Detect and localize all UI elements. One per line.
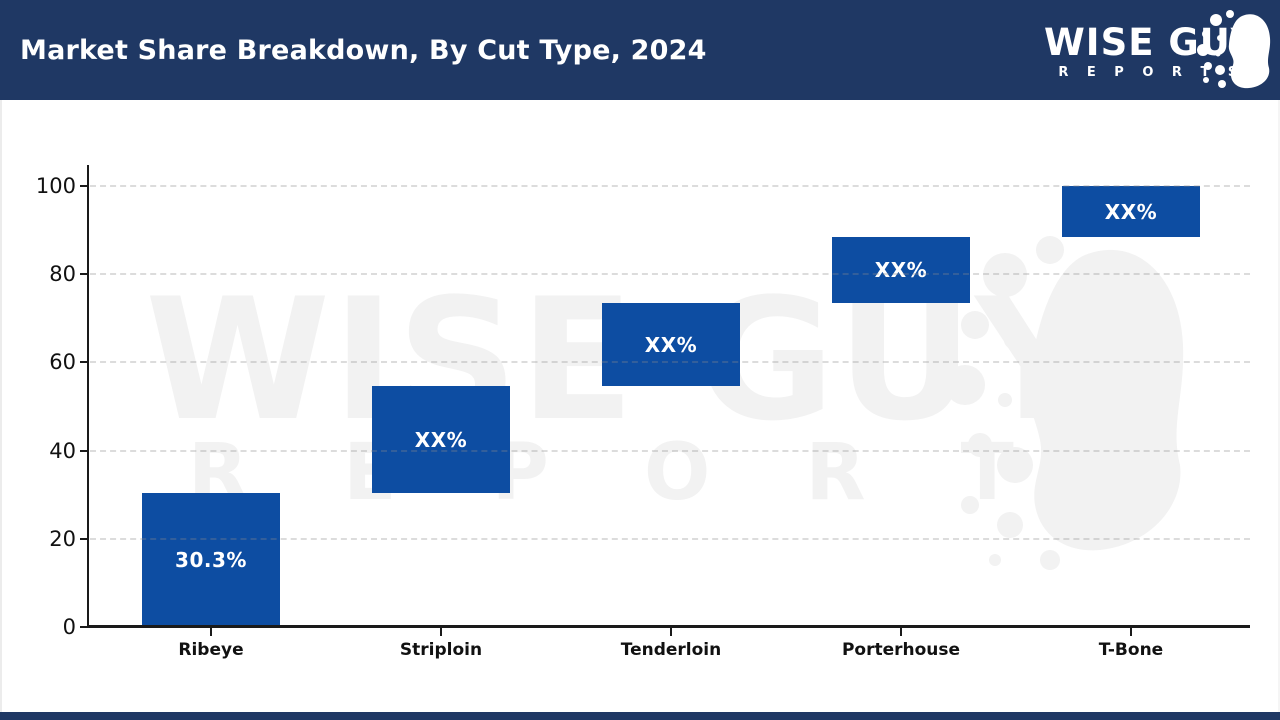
brand-head-icon (1197, 10, 1271, 89)
brand-name: WISE GUY (1044, 21, 1259, 64)
gridline-20 (90, 537, 1250, 540)
x-tick-label-porterhouse: Porterhouse (841, 640, 961, 660)
header-bar: Market Share Breakdown, By Cut Type, 202… (0, 0, 1280, 100)
x-tick-label-tenderloin: Tenderloin (620, 640, 722, 660)
y-tick-mark-100 (80, 185, 88, 187)
gridline-60 (90, 361, 1250, 364)
bar-striploin: XX% (372, 386, 510, 494)
y-axis-line (87, 165, 89, 628)
right-edge-divider (1278, 100, 1280, 712)
bar-porterhouse: XX% (832, 237, 970, 303)
x-tick-mark-striploin (440, 628, 442, 636)
bar-value-label: XX% (1104, 199, 1158, 224)
y-tick-label-40: 40 (49, 438, 76, 463)
bar-value-label: XX% (874, 257, 928, 282)
bar-value-label: 30.3% (175, 548, 247, 573)
bar-value-label: XX% (414, 427, 468, 452)
brand-subtitle: R E P O R T S (1058, 65, 1245, 80)
y-tick-label-0: 0 (62, 615, 76, 639)
footer-bar (0, 712, 1280, 720)
y-tick-label-100: 100 (35, 174, 76, 198)
y-tick-mark-60 (80, 361, 88, 364)
x-tick-label-ribeye: Ribeye (178, 640, 244, 660)
gridline-40 (90, 449, 1250, 452)
brand-logo: WISE GUY R E P O R T S (1016, 6, 1271, 94)
page-title: Market Share Breakdown, By Cut Type, 202… (20, 34, 707, 66)
bar-value-label: XX% (644, 332, 698, 357)
x-tick-mark-porterhouse (900, 628, 902, 636)
bar-tenderloin: XX% (602, 302, 740, 387)
x-tick-label-striploin: Striploin (399, 640, 483, 660)
gridline-100 (90, 185, 1250, 187)
x-tick-mark-ribeye (210, 628, 212, 636)
watermark-head-dots-icon (945, 236, 1184, 570)
y-tick-label-60: 60 (49, 350, 76, 375)
y-tick-mark-0 (80, 626, 88, 628)
left-edge-divider (0, 100, 2, 712)
x-axis-line (88, 625, 1250, 628)
y-tick-mark-80 (80, 273, 88, 276)
bar-ribeye: 30.3% (142, 493, 280, 627)
y-tick-mark-20 (80, 537, 88, 540)
y-tick-label-80: 80 (49, 262, 76, 287)
brand-logo-text: WISE GUY R E P O R T S (1044, 24, 1259, 80)
bar-t-bone: XX% (1062, 186, 1200, 238)
gridline-80 (90, 273, 1250, 276)
x-tick-mark-t-bone (1130, 628, 1132, 636)
y-tick-mark-40 (80, 449, 88, 452)
x-tick-mark-tenderloin (670, 628, 672, 636)
y-tick-label-20: 20 (49, 526, 76, 551)
x-tick-label-t-bone: T-Bone (1098, 640, 1164, 660)
